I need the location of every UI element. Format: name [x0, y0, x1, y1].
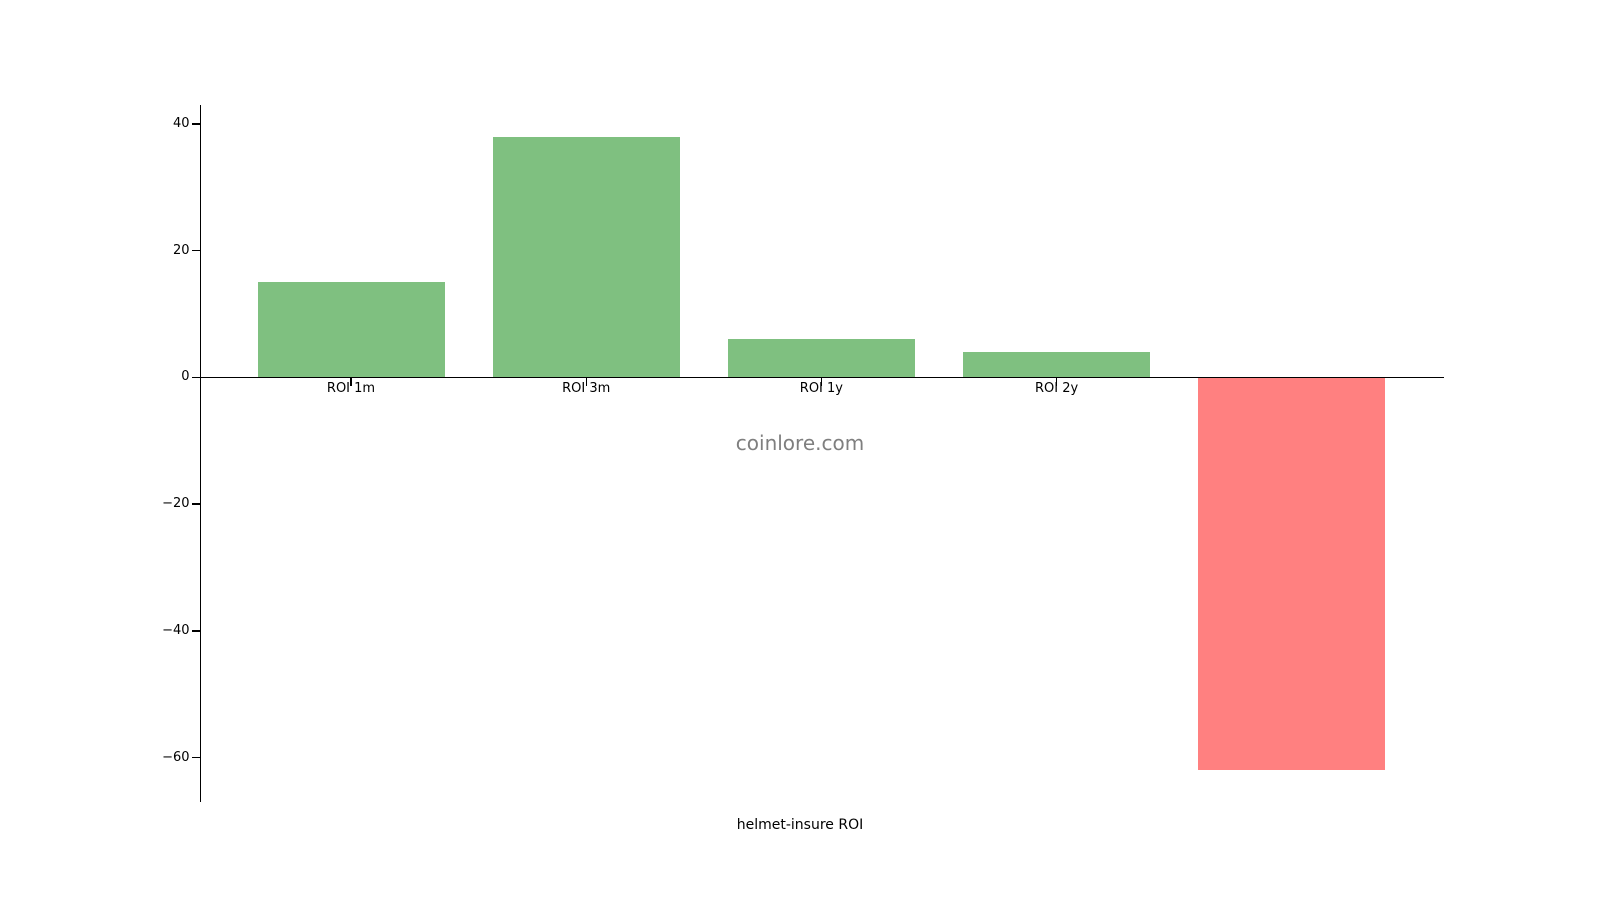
x-tick-label-roi-1m: ROI 1m — [326, 381, 376, 397]
bar-roi-1y — [727, 339, 915, 378]
y-tick — [191, 756, 200, 759]
bar-roi-1m — [257, 282, 445, 378]
y-tick — [191, 123, 200, 125]
bar-roi-3m — [492, 136, 680, 378]
y-tick-label: −60 — [162, 749, 190, 765]
x-tick — [820, 377, 823, 387]
x-tick-label-roi-3m: ROI 3m — [562, 381, 611, 397]
y-tick — [191, 630, 200, 632]
y-tick-label: 20 — [172, 242, 190, 258]
y-tick-label: 0 — [181, 369, 190, 385]
x-tick-label-roi-1y: ROI 1y — [799, 381, 843, 397]
y-tick — [191, 376, 200, 379]
x-axis-line — [201, 376, 1444, 379]
y-tick-label: −20 — [162, 496, 190, 512]
x-tick — [585, 377, 587, 387]
chart-xlabel: helmet-insure ROI — [736, 817, 864, 833]
bar-unlabeled — [1198, 377, 1386, 771]
bar-roi-2y — [963, 352, 1151, 378]
y-axis-spine — [199, 105, 201, 802]
y-tick — [191, 503, 200, 505]
y-tick — [191, 250, 200, 252]
x-tick-label-roi-2y: ROI 2y — [1034, 381, 1079, 397]
y-tick-label: 40 — [172, 116, 190, 131]
x-tick — [350, 377, 352, 387]
y-tick-label: −40 — [162, 622, 190, 638]
watermark-text: coinlore.com — [735, 431, 865, 455]
x-tick — [1055, 377, 1058, 387]
